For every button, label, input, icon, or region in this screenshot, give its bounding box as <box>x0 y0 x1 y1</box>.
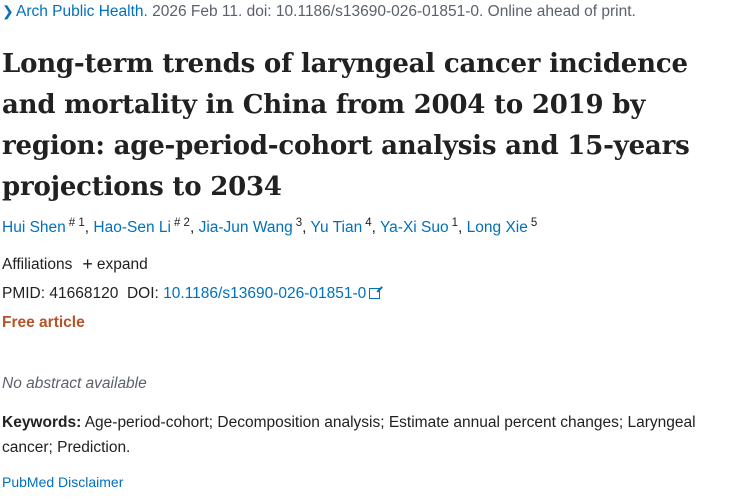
author-separator: , <box>302 219 311 236</box>
author-affiliation-ref[interactable]: 3 <box>295 217 303 229</box>
article-title: Long-term trends of laryngeal cancer inc… <box>2 49 690 202</box>
plus-icon[interactable]: + <box>82 254 93 274</box>
author-link[interactable]: Hui Shen <box>2 219 66 236</box>
author-affiliation-ref[interactable]: 5 <box>530 217 538 229</box>
free-article-badge: Free article <box>2 314 85 331</box>
journal-link[interactable]: Arch Public Health. <box>16 3 148 20</box>
pmid-label: PMID: <box>2 285 46 302</box>
author-affiliation-ref[interactable]: # 1 <box>68 217 85 229</box>
citation-details: 2026 Feb 11. doi: 10.1186/s13690-026-018… <box>147 3 636 20</box>
author-link[interactable]: Ya-Xi Suo <box>379 219 449 236</box>
author-affiliation-ref[interactable]: 1 <box>451 217 459 229</box>
author-separator: , <box>189 219 199 236</box>
author-link[interactable]: Hao-Sen Li <box>93 219 171 236</box>
keywords-text: Age-period-cohort; Decomposition analysi… <box>2 414 696 456</box>
author-affiliation-ref[interactable]: # 2 <box>173 217 190 229</box>
article-identifiers: PMID: 41668120 DOI: 10.1186/s13690-026-0… <box>2 285 381 303</box>
chevron-right-icon[interactable]: ❯ <box>2 3 14 19</box>
keywords-label: Keywords: <box>2 414 82 431</box>
doi-link[interactable]: 10.1186/s13690-026-01851-0 <box>163 285 367 302</box>
affiliations-label: Affiliations <box>2 256 73 273</box>
author-separator: , <box>458 219 467 236</box>
doi-label: DOI: <box>126 285 159 302</box>
external-link-icon[interactable] <box>369 288 381 299</box>
author-list: Hui Shen # 1, Hao-Sen Li # 2, Jia-Jun Wang… <box>2 217 537 237</box>
author-separator: , <box>84 219 94 236</box>
author-affiliation-ref[interactable]: 4 <box>365 217 372 229</box>
journal-citation: ❯ Arch Public Health. 2026 Feb 11. doi: 1… <box>2 3 636 21</box>
author-link[interactable]: Jia-Jun Wang <box>198 219 293 236</box>
no-abstract-notice: No abstract available <box>2 375 147 392</box>
author-link[interactable]: Yu Tian <box>310 219 363 236</box>
pubmed-disclaimer-link[interactable]: PubMed Disclaimer <box>2 474 124 490</box>
expand-label[interactable]: expand <box>96 256 148 273</box>
author-separator: , <box>371 219 380 236</box>
pmid-value: 41668120 <box>49 285 119 302</box>
keywords-section: Keywords: Age-period-cohort; Decompositi… <box>2 410 747 460</box>
affiliations-toggle[interactable]: Affiliations + expand <box>2 254 148 274</box>
author-link[interactable]: Long Xie <box>466 219 528 236</box>
